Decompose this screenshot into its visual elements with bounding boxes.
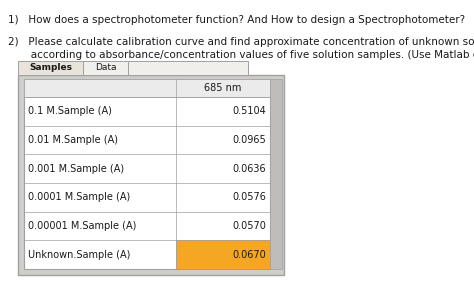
Text: 0.0001 M.Sample (A): 0.0001 M.Sample (A) (28, 192, 130, 202)
Text: 0.0636: 0.0636 (232, 164, 266, 174)
Bar (270, 79, 282, 269)
Text: to draw calibration curve): to draw calibration curve) (8, 63, 166, 73)
Text: 685 nm: 685 nm (204, 83, 242, 93)
Bar (128, 61, 248, 75)
Text: 2)   Please calculate calibration curve and find approximate concentration of un: 2) Please calculate calibration curve an… (8, 37, 474, 47)
Bar (18, 61, 83, 75)
Text: 0.5104: 0.5104 (232, 106, 266, 116)
Text: 0.0670: 0.0670 (232, 250, 266, 260)
Text: Unknown.Sample (A): Unknown.Sample (A) (28, 250, 130, 260)
Text: 0.0576: 0.0576 (232, 192, 266, 202)
Text: 0.0570: 0.0570 (232, 221, 266, 231)
Bar (24, 79, 270, 269)
Text: 0.1 M.Sample (A): 0.1 M.Sample (A) (28, 106, 112, 116)
Text: 1)   How does a spectrophotometer function? And How to design a Spectrophotomete: 1) How does a spectrophotometer function… (8, 15, 465, 25)
Text: 0.0965: 0.0965 (232, 135, 266, 145)
Bar (83, 61, 128, 75)
Text: Samples: Samples (29, 64, 72, 72)
Bar (24, 79, 270, 97)
Text: according to absorbance/concentration values of five solution samples. (Use Matl: according to absorbance/concentration va… (8, 50, 474, 60)
Text: Data: Data (95, 64, 116, 72)
Text: 0.01 M.Sample (A): 0.01 M.Sample (A) (28, 135, 118, 145)
Bar (176, 240, 270, 269)
Text: 0.001 M.Sample (A): 0.001 M.Sample (A) (28, 164, 124, 174)
Bar (18, 75, 284, 275)
Text: 0.00001 M.Sample (A): 0.00001 M.Sample (A) (28, 221, 137, 231)
